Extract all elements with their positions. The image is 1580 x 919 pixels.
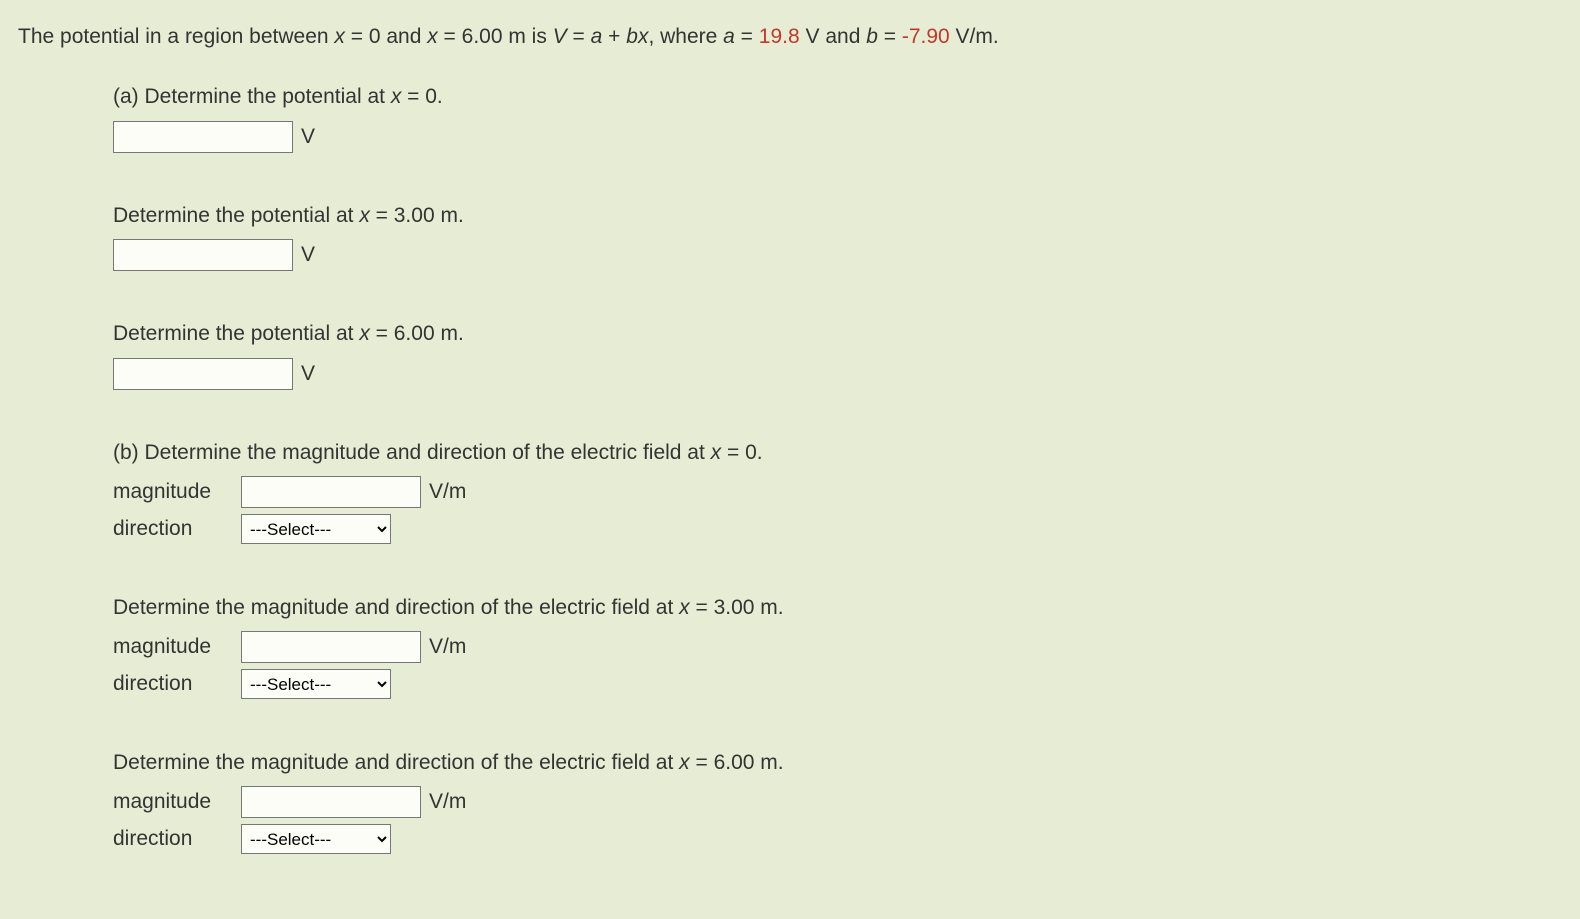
prompt-a1-x: x xyxy=(391,85,402,108)
prompt-b2-tail: = 3.00 m. xyxy=(690,596,784,619)
answer-row-b2-dir: direction ---Select--- xyxy=(113,669,1562,699)
part-b-q1: (b) Determine the magnitude and directio… xyxy=(113,438,1562,545)
prompt-b2: Determine the magnitude and direction of… xyxy=(113,593,1562,623)
prompt-b3-tail: = 6.00 m. xyxy=(690,751,784,774)
prompt-a2-x: x xyxy=(359,204,370,227)
answer-row-b3-dir: direction ---Select--- xyxy=(113,824,1562,854)
var-V: V xyxy=(553,25,567,48)
potential-x6-input[interactable] xyxy=(113,358,293,390)
unit-a1: V xyxy=(301,122,315,152)
prompt-b1-text: (b) Determine the magnitude and directio… xyxy=(113,441,711,464)
prompt-b2-x: x xyxy=(679,596,690,619)
efield-x3-direction-select[interactable]: ---Select--- xyxy=(241,669,391,699)
answer-row-b1-dir: direction ---Select--- xyxy=(113,514,1562,544)
intro-text-4: = xyxy=(567,25,591,48)
unit-b3: V/m xyxy=(429,787,466,817)
problem-intro: The potential in a region between x = 0 … xyxy=(18,22,1562,52)
potential-x3-input[interactable] xyxy=(113,239,293,271)
direction-label-b2: direction xyxy=(113,669,233,699)
unit-b1: V/m xyxy=(429,477,466,507)
unit-a3: V xyxy=(301,359,315,389)
unit-a2: V xyxy=(301,240,315,270)
value-b: -7.90 xyxy=(902,25,950,48)
unit-b2: V/m xyxy=(429,632,466,662)
prompt-a3-tail: = 6.00 m. xyxy=(370,322,464,345)
prompt-b2-text: Determine the magnitude and direction of… xyxy=(113,596,679,619)
intro-plus: + xyxy=(602,25,626,48)
intro-bunit: V/m. xyxy=(950,25,999,48)
part-a-q3: Determine the potential at x = 6.00 m. V xyxy=(113,319,1562,389)
intro-eq3: = xyxy=(735,25,759,48)
magnitude-label-b3: magnitude xyxy=(113,787,233,817)
efield-x0-direction-select[interactable]: ---Select--- xyxy=(241,514,391,544)
answer-row-a1: V xyxy=(113,121,1562,153)
part-a-q2: Determine the potential at x = 3.00 m. V xyxy=(113,201,1562,271)
part-b-q2: Determine the magnitude and direction of… xyxy=(113,593,1562,700)
prompt-b1: (b) Determine the magnitude and directio… xyxy=(113,438,1562,468)
prompt-a1-tail: = 0. xyxy=(401,85,442,108)
prompt-b3-x: x xyxy=(679,751,690,774)
intro-where: , where xyxy=(648,25,723,48)
part-a-q1: (a) Determine the potential at x = 0. V xyxy=(113,82,1562,152)
magnitude-label-b2: magnitude xyxy=(113,632,233,662)
prompt-b1-tail: = 0. xyxy=(721,441,762,464)
var-x-1: x xyxy=(427,25,438,48)
answer-row-b2-mag: magnitude V/m xyxy=(113,631,1562,663)
intro-text-3: = 6.00 m is xyxy=(438,25,553,48)
prompt-a2-tail: = 3.00 m. xyxy=(370,204,464,227)
prompt-b3: Determine the magnitude and direction of… xyxy=(113,748,1562,778)
prompt-a2: Determine the potential at x = 3.00 m. xyxy=(113,201,1562,231)
direction-label-b1: direction xyxy=(113,514,233,544)
potential-x0-input[interactable] xyxy=(113,121,293,153)
prompt-a1: (a) Determine the potential at x = 0. xyxy=(113,82,1562,112)
prompt-b1-x: x xyxy=(711,441,722,464)
prompt-a3-x: x xyxy=(359,322,370,345)
answer-row-b3-mag: magnitude V/m xyxy=(113,786,1562,818)
prompt-a3: Determine the potential at x = 6.00 m. xyxy=(113,319,1562,349)
efield-x6-magnitude-input[interactable] xyxy=(241,786,421,818)
efield-x0-magnitude-input[interactable] xyxy=(241,476,421,508)
var-a-1: a xyxy=(591,25,603,48)
var-b-2: b xyxy=(866,25,878,48)
efield-x6-direction-select[interactable]: ---Select--- xyxy=(241,824,391,854)
efield-x3-magnitude-input[interactable] xyxy=(241,631,421,663)
answer-row-a3: V xyxy=(113,358,1562,390)
part-b-q3: Determine the magnitude and direction of… xyxy=(113,748,1562,855)
magnitude-label-b1: magnitude xyxy=(113,477,233,507)
answer-row-b1-mag: magnitude V/m xyxy=(113,476,1562,508)
intro-text-2: = 0 and xyxy=(345,25,427,48)
direction-label-b3: direction xyxy=(113,824,233,854)
intro-vunit: V and xyxy=(800,25,867,48)
intro-text-1: The potential in a region between xyxy=(18,25,334,48)
prompt-a2-text: Determine the potential at xyxy=(113,204,359,227)
prompt-b3-text: Determine the magnitude and direction of… xyxy=(113,751,679,774)
var-x-0: x xyxy=(334,25,345,48)
var-a-2: a xyxy=(723,25,735,48)
value-a: 19.8 xyxy=(759,25,800,48)
var-bx: bx xyxy=(626,25,648,48)
prompt-a1-text: (a) Determine the potential at xyxy=(113,85,391,108)
prompt-a3-text: Determine the potential at xyxy=(113,322,359,345)
intro-eq4: = xyxy=(878,25,902,48)
answer-row-a2: V xyxy=(113,239,1562,271)
